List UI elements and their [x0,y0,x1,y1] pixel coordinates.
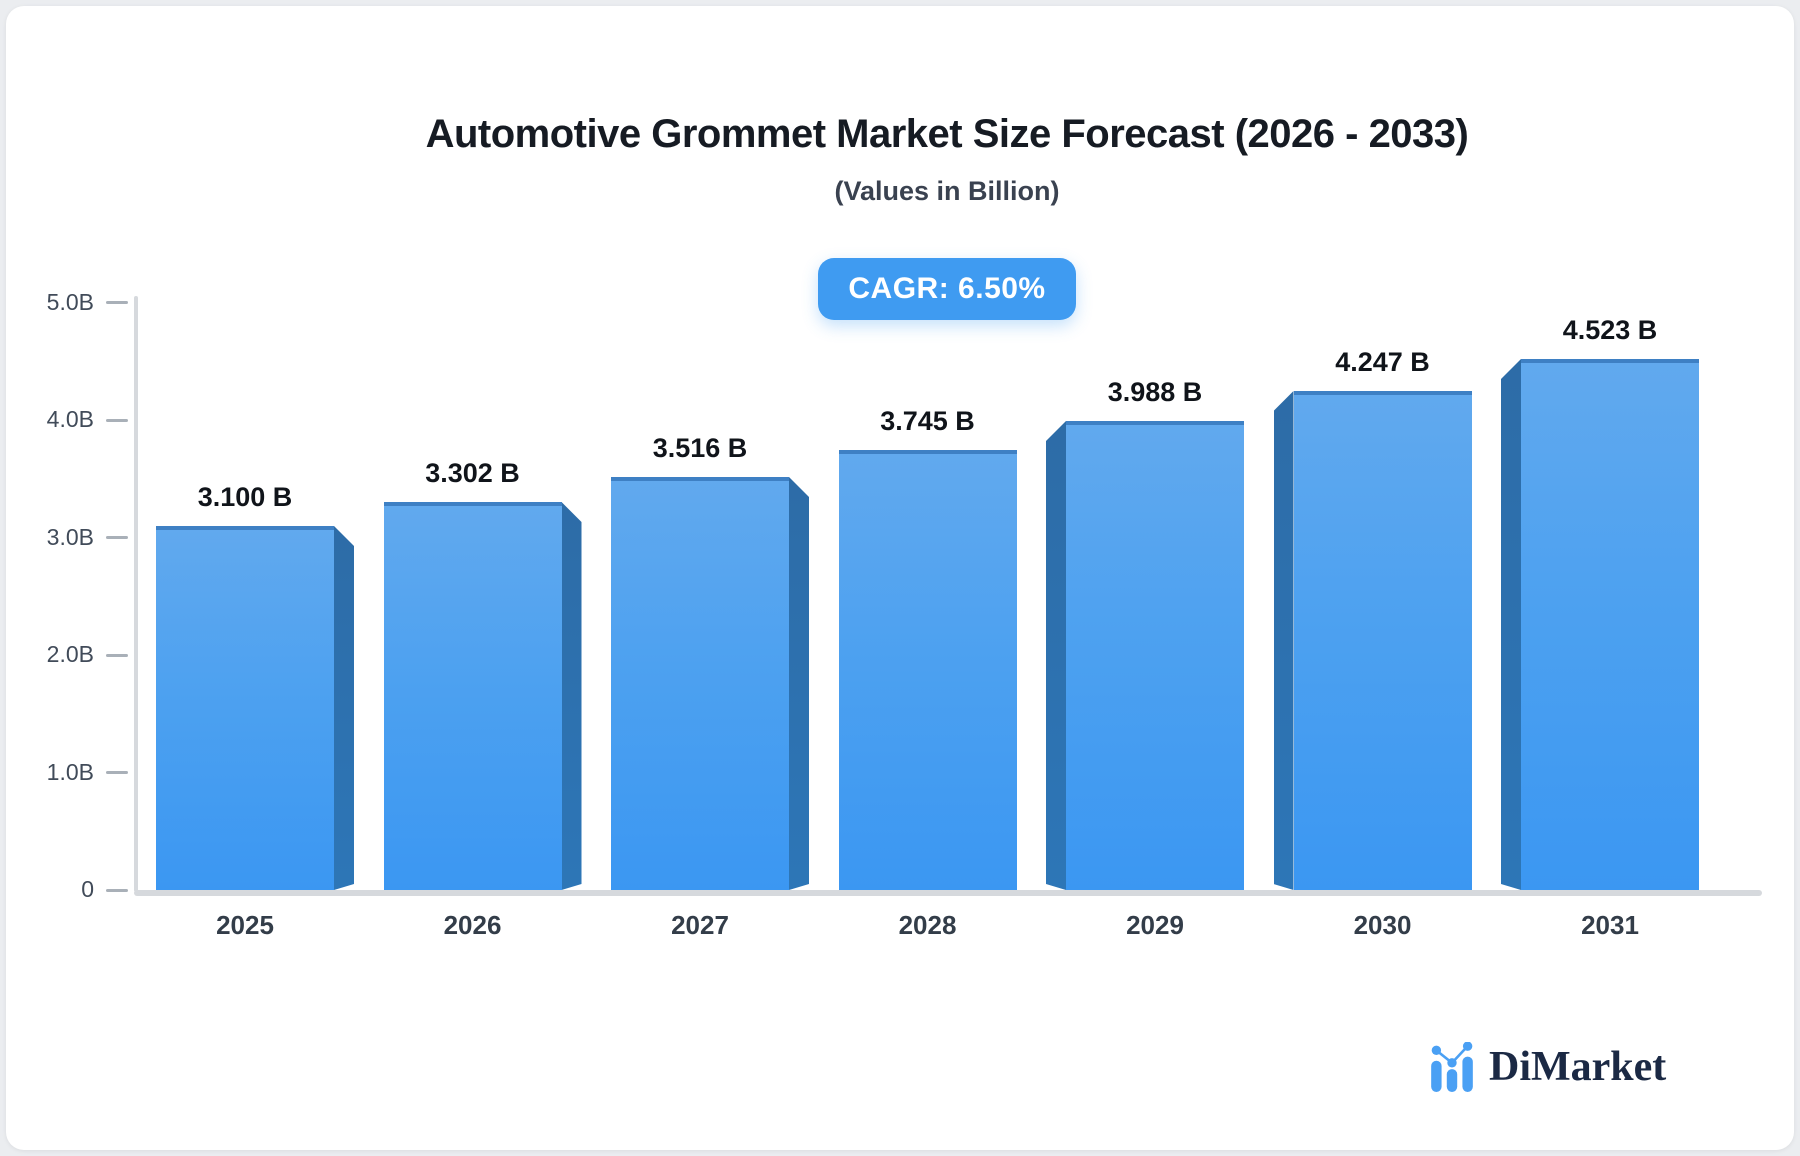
y-axis-tick-label: 3.0B [46,523,94,550]
brand-name: DiMarket [1489,1044,1667,1090]
bar-value-label: 3.988 B [1107,377,1203,407]
x-axis-label: 2031 [1581,910,1639,940]
bar-front-face [611,477,789,890]
chart-card: Automotive Grommet Market Size Forecast … [6,6,1794,1150]
bar-side-face [789,477,809,890]
chart-subtitle: (Values in Billion) [834,176,1060,206]
x-axis-label: 2029 [1126,910,1184,940]
y-axis-tick-label: 4.0B [46,406,94,432]
bar-side-face [1501,359,1521,890]
y-axis-tick-dash [106,418,128,422]
bar-front-face [838,450,1017,890]
y-axis-tick-dash [106,301,128,304]
bar-side-face [562,502,582,890]
x-axis-label: 2030 [1353,910,1412,940]
x-axis-line [134,890,1762,896]
x-axis-label: 2027 [671,910,729,940]
bar-value-label: 4.523 B [1562,315,1658,345]
x-axis-label: 2028 [898,910,957,940]
x-axis-label: 2026 [443,910,502,940]
y-axis-tick-label: 1.0B [46,758,94,785]
y-axis-tick-dash [106,653,128,657]
bar-value-label: 3.516 B [652,433,748,463]
bar-value-label: 3.302 B [425,458,520,488]
bar-front-face [1293,391,1472,890]
bar-side-face [334,526,354,890]
cagr-badge: CAGR: 6.50% [818,258,1076,320]
bar-value-label: 3.100 B [197,482,293,512]
cagr-badge-row: CAGR: 6.50% [138,258,1756,320]
chart-title: Automotive Grommet Market Size Forecast … [425,112,1469,156]
brand-logo: DiMarket [1429,1042,1666,1092]
bar-front-face [1521,359,1699,890]
y-axis-tick-dash [106,888,128,892]
y-axis-tick-label: 5.0B [46,288,94,315]
y-axis-tick-label: 0 [81,876,94,902]
bar-value-label: 4.247 B [1335,347,1430,377]
y-axis-tick-label: 2.0B [46,641,94,667]
bar-side-face [1274,391,1294,890]
bar-front-face [1066,421,1244,890]
bar-side-face [1046,421,1066,890]
y-axis-tick-dash [106,771,128,774]
bar-front-face [383,502,562,890]
chart-bars-icon [1431,1042,1473,1092]
x-axis-label: 2025 [216,910,274,940]
y-axis-tick-dash [106,536,128,539]
bar-front-face [156,526,334,890]
bar-value-label: 3.745 B [880,406,975,436]
y-axis-line [134,296,138,892]
